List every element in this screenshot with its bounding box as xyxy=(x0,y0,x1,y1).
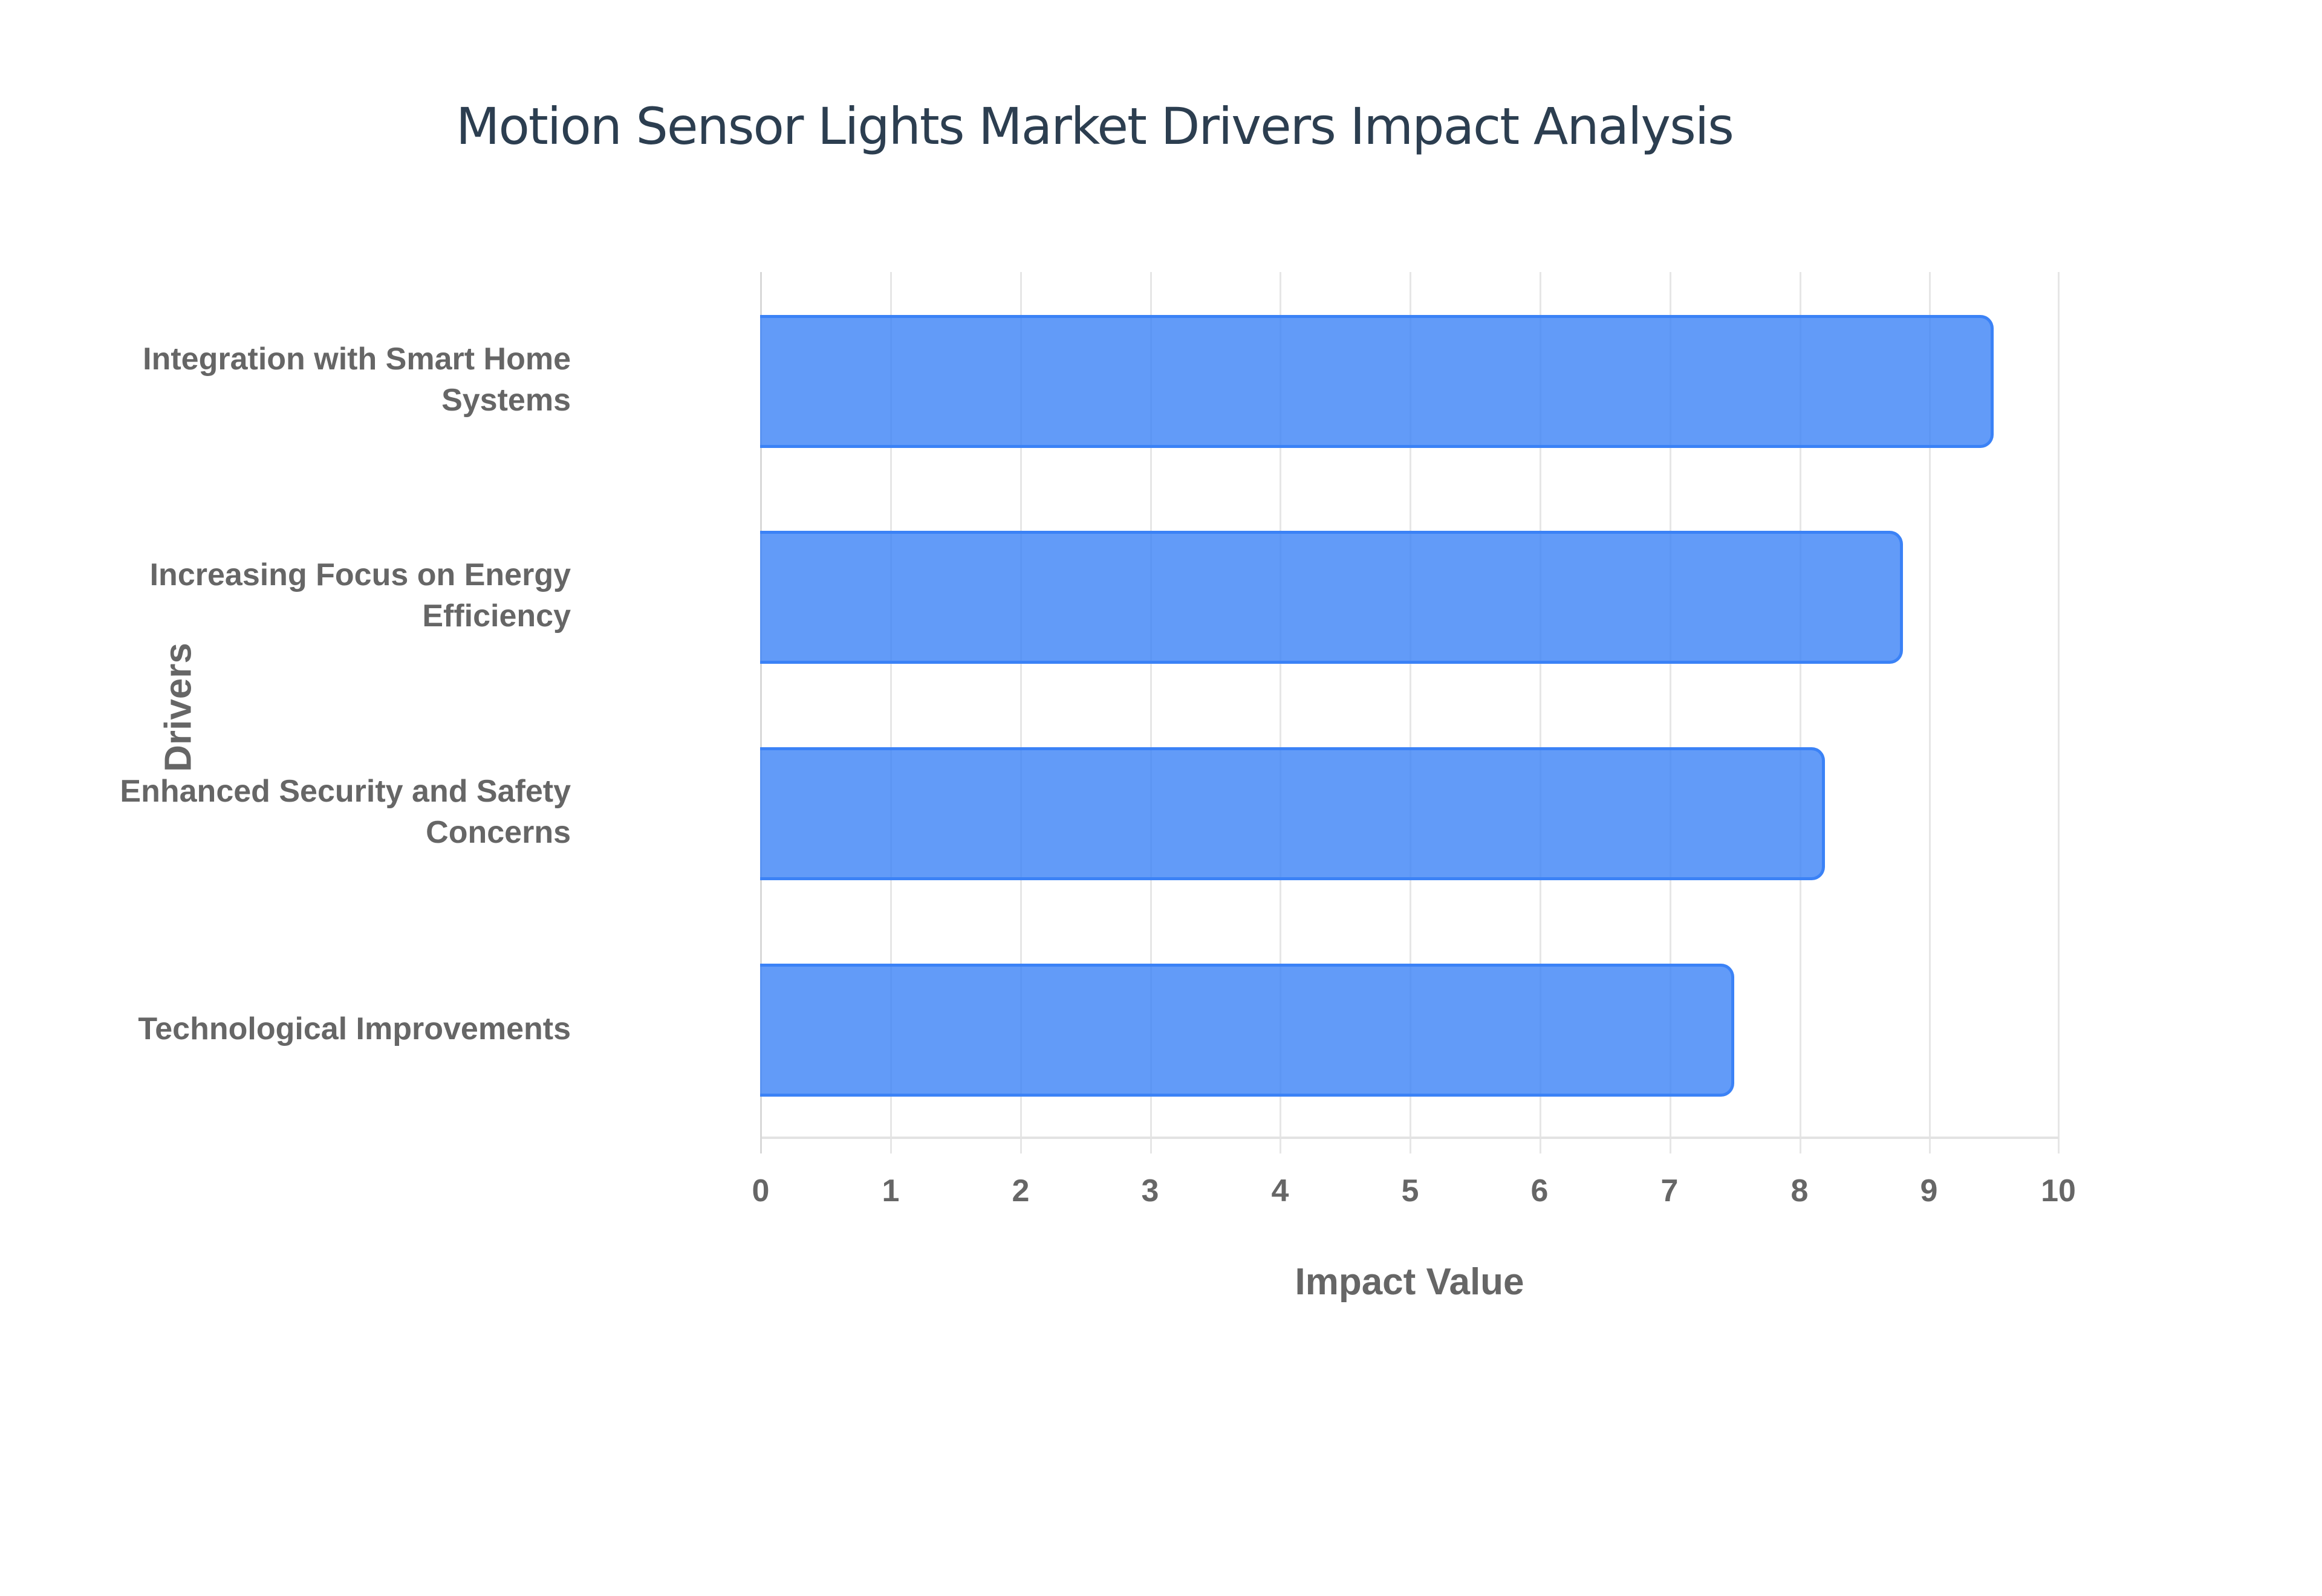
x-tick-label: 10 xyxy=(2041,1173,2076,1208)
gridline xyxy=(1150,272,1152,1153)
gridline xyxy=(1540,272,1541,1153)
gridline xyxy=(890,272,892,1153)
label-line: Concerns xyxy=(426,815,571,850)
x-tick-label: 0 xyxy=(752,1173,770,1208)
label-line: Integration with Smart Home xyxy=(143,342,571,377)
x-tick-label: 6 xyxy=(1530,1173,1549,1208)
gridline xyxy=(1800,272,1801,1153)
y-tick-label: Increasing Focus on Energy Efficiency xyxy=(27,554,571,637)
x-tick-label: 5 xyxy=(1401,1173,1419,1208)
chart-title: Motion Sensor Lights Market Drivers Impa… xyxy=(456,97,1734,156)
bar-energy-efficiency[interactable] xyxy=(760,531,1903,664)
bar-security-safety[interactable] xyxy=(760,747,1825,880)
label-line: Efficiency xyxy=(422,598,571,634)
label-line: Technological Improvements xyxy=(138,1011,571,1046)
bar-integration-smart-home[interactable] xyxy=(760,315,1994,448)
x-tick-label: 2 xyxy=(1012,1173,1030,1208)
x-tick-label: 8 xyxy=(1790,1173,1809,1208)
gridline xyxy=(1670,272,1671,1153)
gridline xyxy=(1020,272,1022,1153)
label-line: Enhanced Security and Safety xyxy=(120,774,571,809)
y-axis-title: Drivers xyxy=(157,643,200,772)
bar-technological-improvements[interactable] xyxy=(760,964,1734,1097)
gridline xyxy=(1410,272,1411,1153)
x-axis-line xyxy=(760,1137,2059,1139)
y-tick-label: Technological Improvements xyxy=(27,1008,571,1049)
label-line: Increasing Focus on Energy xyxy=(149,557,571,592)
label-line: Systems xyxy=(441,383,571,418)
x-tick-label: 1 xyxy=(882,1173,900,1208)
x-tick-label: 3 xyxy=(1141,1173,1159,1208)
y-tick-label: Enhanced Security and Safety Concerns xyxy=(27,771,571,853)
plot-area xyxy=(760,272,2060,1153)
gridline xyxy=(1929,272,1931,1153)
x-tick-label: 9 xyxy=(1920,1173,1938,1208)
gridline xyxy=(1280,272,1281,1153)
x-tick-label: 7 xyxy=(1660,1173,1679,1208)
y-tick-label: Integration with Smart Home Systems xyxy=(27,339,571,421)
y-axis-line xyxy=(760,272,762,1153)
x-tick-label: 4 xyxy=(1271,1173,1289,1208)
x-axis-title: Impact Value xyxy=(1295,1261,1524,1303)
gridline xyxy=(2058,272,2060,1153)
